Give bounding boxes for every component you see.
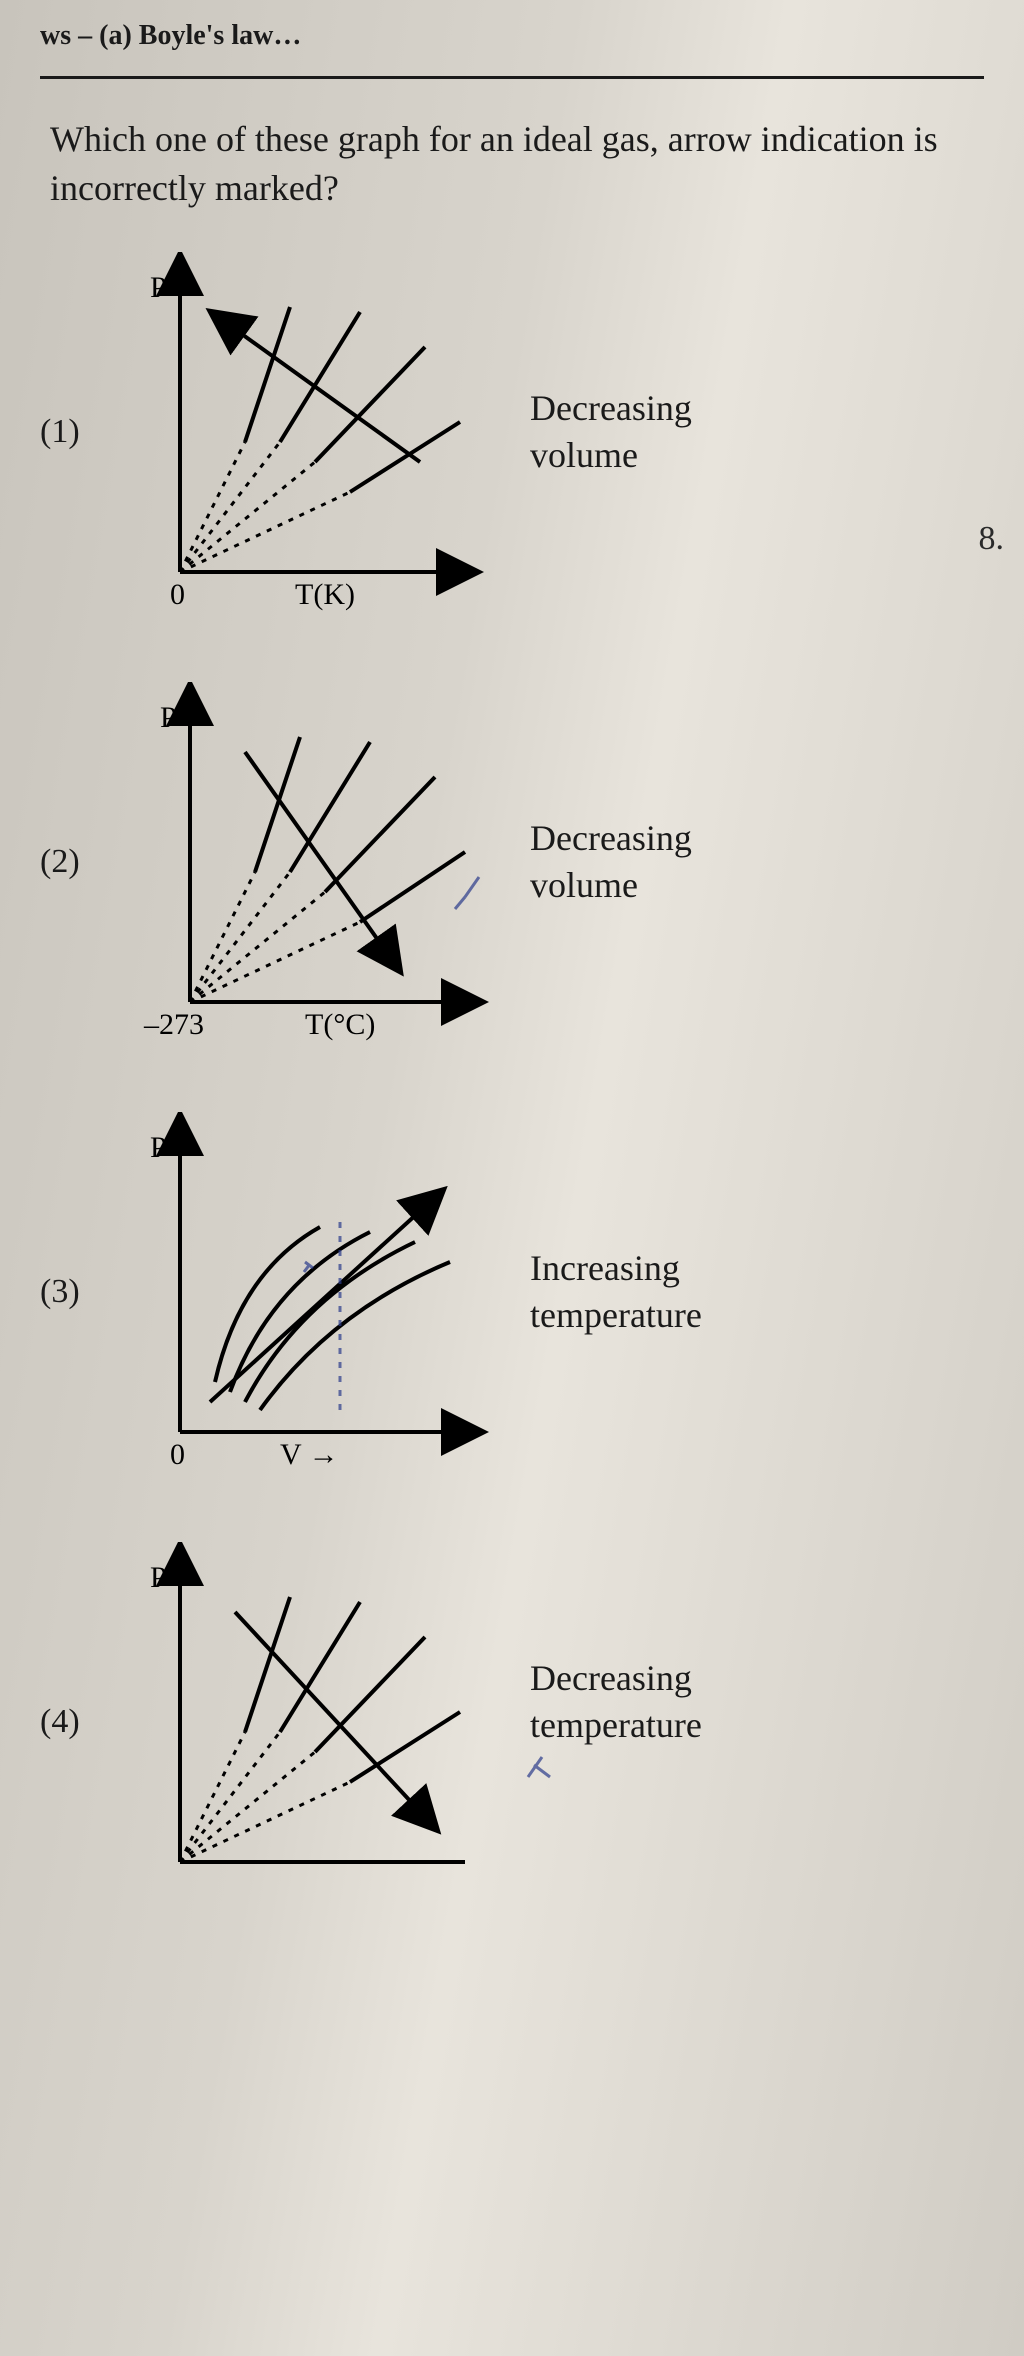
divider [40, 76, 984, 79]
label-line2: volume [530, 435, 638, 475]
header-fragment: ws – (a) Boyle's law… [40, 20, 984, 52]
graph-4: P [130, 1542, 490, 1902]
graph-2: P –273 T(°C) [130, 682, 490, 1042]
option-label: Increasing temperature [530, 1245, 702, 1339]
option-1: (1) [40, 252, 984, 612]
label-line1: Decreasing [530, 818, 692, 858]
y-axis-label: P [150, 271, 167, 304]
label-line2: temperature [530, 1295, 702, 1335]
option-number: (3) [40, 1273, 110, 1311]
label-line2: temperature [530, 1705, 702, 1745]
options-container: (1) [40, 252, 984, 1902]
origin-label: 0 [170, 578, 185, 611]
label-line2: volume [530, 865, 638, 905]
option-number: (4) [40, 1703, 110, 1741]
label-line1: Decreasing [530, 388, 692, 428]
label-line1: Increasing [530, 1248, 680, 1288]
option-number: (2) [40, 843, 110, 881]
option-label: Decreasing volume [530, 815, 692, 909]
option-number: (1) [40, 413, 110, 451]
x-axis-label: T(°C) [305, 1008, 375, 1041]
pen-mark-icon [520, 1749, 560, 1789]
x-axis-label: V → [280, 1438, 339, 1471]
label-line1: Decreasing [530, 1658, 692, 1698]
option-label: Decreasing volume [530, 385, 692, 479]
option-4: (4) [40, 1542, 984, 1902]
graph-1: P 0 T(K) [130, 252, 490, 612]
graph-3: P 0 V → [130, 1112, 490, 1472]
option-2: (2) [40, 682, 984, 1042]
option-3: (3) [40, 1112, 984, 1472]
option-label: Decreasing temperature [530, 1655, 702, 1789]
y-axis-label: P [160, 701, 177, 734]
x-axis-label: T(K) [295, 578, 355, 611]
origin-label: –273 [143, 1008, 204, 1041]
y-axis-label: P [150, 1561, 167, 1594]
side-question-number: 8. [979, 520, 1005, 558]
page: ws – (a) Boyle's law… Which one of these… [0, 0, 1024, 2356]
y-axis-label: P [150, 1131, 167, 1164]
question-text: Which one of these graph for an ideal ga… [40, 115, 984, 212]
origin-label: 0 [170, 1438, 185, 1471]
